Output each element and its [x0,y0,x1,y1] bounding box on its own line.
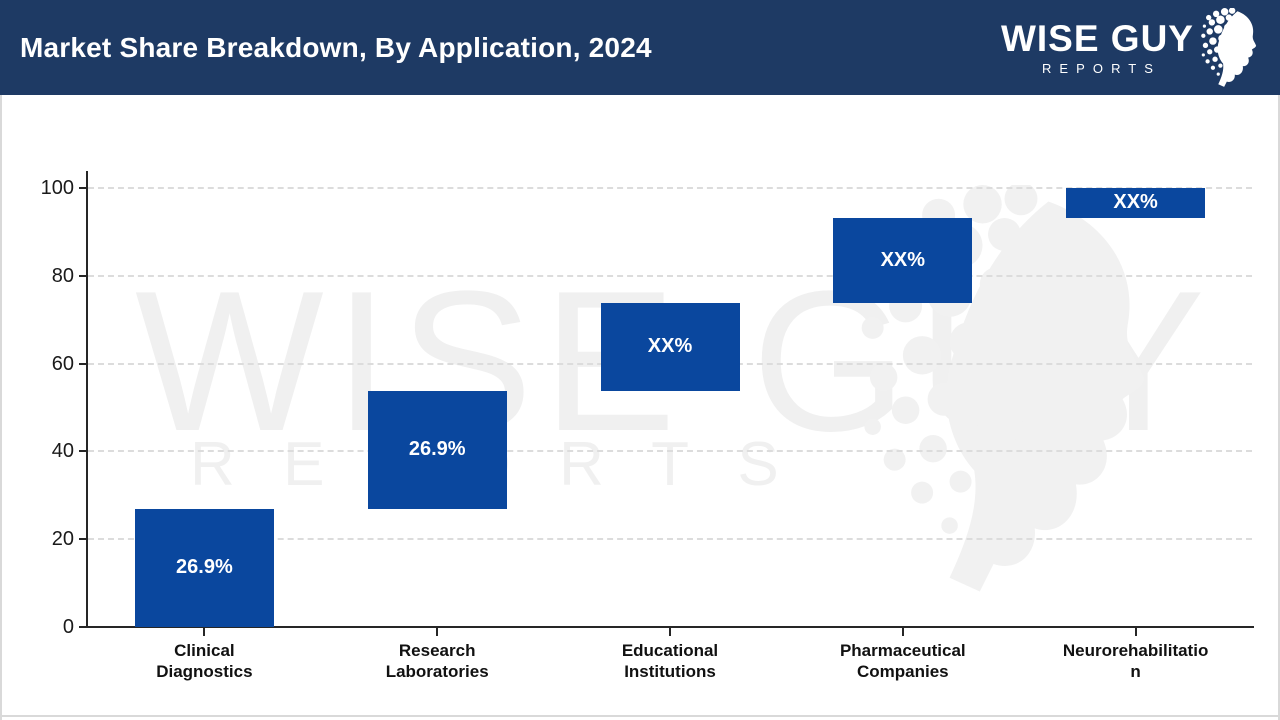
x-tick-mark [1134,628,1137,636]
y-tick-mark [79,274,86,277]
y-tick-label: 20 [51,528,74,551]
x-tick-mark [669,628,671,636]
y-tick-mark [79,626,86,628]
y-tick-mark [79,450,86,453]
bar-value-label: 26.9% [176,556,233,579]
gridline [88,450,1252,453]
y-tick-label: 100 [40,177,74,199]
y-axis-line [86,171,88,628]
x-tick-mark [901,628,904,636]
x-tick-mark [436,628,439,636]
wiseguy-logo: WISE GUY REPORTS [1000,7,1262,88]
frame-border-left [0,95,2,720]
bar-segment: XX% [833,217,973,303]
gridline [88,187,1252,189]
bar-value-label: 26.9% [408,438,466,461]
header-bar: Market Share Breakdown, By Application, … [0,0,1280,95]
wiseguy-logo-tagline: REPORTS [1041,60,1162,76]
bar-value-label: XX% [880,248,926,271]
frame-border-right [1278,95,1280,720]
bar-segment: 26.9% [134,508,274,627]
wiseguy-head-icon [1198,7,1262,88]
wiseguy-logo-text: WISE GUY REPORTS [1000,17,1194,76]
bar-segment: XX% [1066,188,1206,218]
y-tick-label: 80 [51,264,74,287]
x-category-label: Educational Institutions [621,641,719,681]
gridline [88,274,1252,277]
bar-segment: 26.9% [367,390,507,509]
y-tick-mark [79,538,86,541]
bars-container: 26.9% 26.9% XX% XX% XX% [88,188,1252,627]
x-axis: Clinical Diagnostics Research Laboratorie… [88,627,1252,717]
y-tick-label: 0 [62,616,74,638]
x-tick-mark [203,628,206,636]
x-category-label: Pharmaceutical Companies [839,641,966,681]
x-category-label: Research Laboratories [385,641,489,681]
bar-value-label: XX% [1113,191,1158,214]
wiseguy-logo-name: WISE GUY [1000,17,1194,59]
page-title: Market Share Breakdown, By Application, … [20,31,652,63]
frame-border-bottom [0,715,1280,717]
x-category-label: Neurorehabilitatio n [1062,641,1209,681]
x-axis-line [86,626,1254,628]
y-tick-label: 40 [51,440,74,463]
gridline [88,538,1252,541]
y-tick-label: 60 [51,352,74,375]
y-tick-mark [79,187,86,189]
bar-value-label: XX% [647,335,693,358]
x-category-label: Clinical Diagnostics [156,641,253,681]
y-axis: 0 20 40 60 80 100 [0,177,88,638]
bar-segment: XX% [600,303,740,391]
y-tick-mark [79,362,86,365]
